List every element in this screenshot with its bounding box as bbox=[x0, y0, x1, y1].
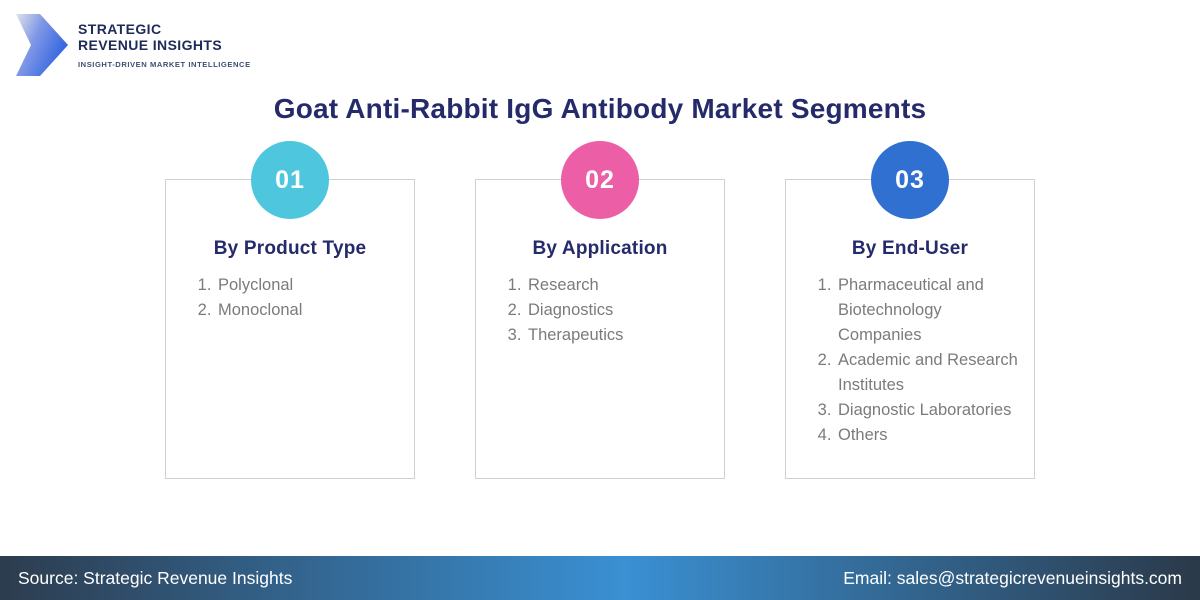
brand-logo: STRATEGIC REVENUE INSIGHTS INSIGHT-DRIVE… bbox=[16, 14, 251, 76]
card-number-badge: 01 bbox=[251, 141, 329, 219]
list-item: Academic and Research Institutes bbox=[836, 348, 1018, 398]
footer-source-text: Source: Strategic Revenue Insights bbox=[18, 567, 293, 588]
segment-cards: 01 By Product Type PolyclonalMonoclonal … bbox=[0, 141, 1200, 479]
card-heading: By Product Type bbox=[213, 238, 367, 259]
footer-bar: Source: Strategic Revenue Insights Email… bbox=[0, 556, 1200, 600]
card-end-user: 03 By End-User Pharmaceutical and Biotec… bbox=[785, 141, 1035, 479]
list-item: Research bbox=[526, 273, 708, 298]
card-product-type: 01 By Product Type PolyclonalMonoclonal bbox=[165, 141, 415, 479]
card-application: 02 By Application ResearchDiagnosticsThe… bbox=[475, 141, 725, 479]
list-item: Diagnostics bbox=[526, 298, 708, 323]
card-number-badge: 02 bbox=[561, 141, 639, 219]
card-heading: By Application bbox=[532, 238, 668, 259]
logo-text: STRATEGIC REVENUE INSIGHTS INSIGHT-DRIVE… bbox=[78, 21, 251, 69]
card-heading: By End-User bbox=[851, 238, 969, 259]
list-item: Monoclonal bbox=[216, 298, 398, 323]
list-item: Diagnostic Laboratories bbox=[836, 398, 1018, 423]
logo-arrow-icon bbox=[16, 14, 68, 76]
card-items-list: PolyclonalMonoclonal bbox=[182, 273, 398, 323]
list-item: Pharmaceutical and Biotechnology Compani… bbox=[836, 273, 1018, 348]
card-items-list: Pharmaceutical and Biotechnology Compani… bbox=[802, 273, 1018, 448]
logo-tagline: INSIGHT-DRIVEN MARKET INTELLIGENCE bbox=[78, 60, 251, 69]
logo-line1: STRATEGIC bbox=[78, 21, 162, 37]
list-item: Others bbox=[836, 423, 1018, 448]
footer-email-text: Email: sales@strategicrevenueinsights.co… bbox=[843, 567, 1182, 588]
logo-line2: REVENUE INSIGHTS bbox=[78, 37, 223, 53]
card-number-badge: 03 bbox=[871, 141, 949, 219]
list-item: Therapeutics bbox=[526, 323, 708, 348]
list-item: Polyclonal bbox=[216, 273, 398, 298]
page-title: Goat Anti-Rabbit IgG Antibody Market Seg… bbox=[273, 93, 927, 124]
card-items-list: ResearchDiagnosticsTherapeutics bbox=[492, 273, 708, 348]
